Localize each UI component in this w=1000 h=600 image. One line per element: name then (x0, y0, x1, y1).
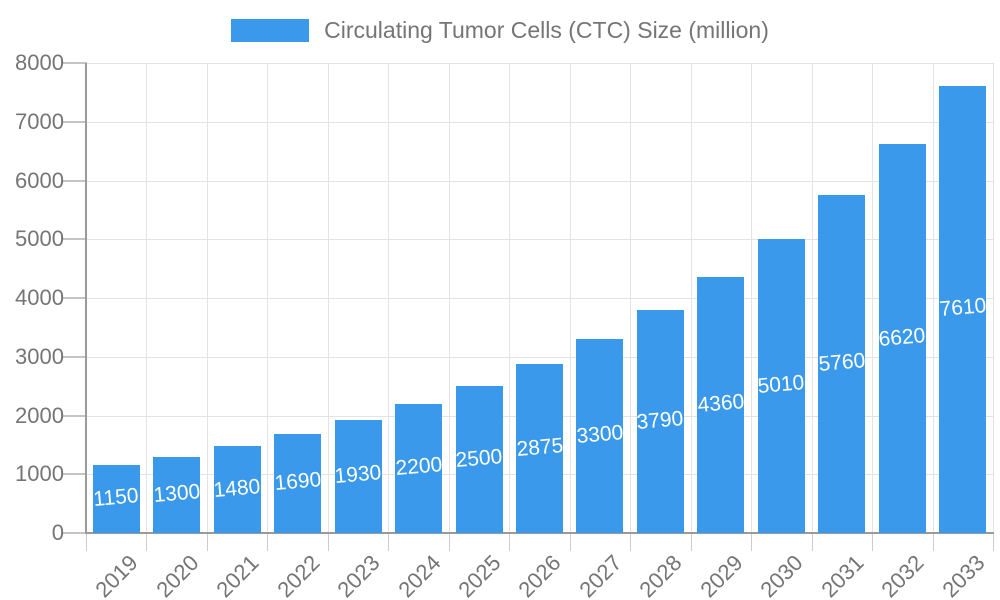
x-axis-label: 2027 (574, 550, 627, 600)
x-axis-label: 2030 (755, 550, 808, 600)
bar-2029[interactable] (697, 277, 744, 533)
x-axis-tick (570, 533, 571, 551)
y-axis-line (85, 63, 87, 533)
bar-2025[interactable] (456, 386, 503, 533)
y-gridline (86, 63, 993, 64)
bar-2024[interactable] (395, 404, 442, 533)
y-axis-label: 3000 (15, 344, 64, 369)
x-gridline (751, 63, 752, 533)
chart-legend[interactable]: Circulating Tumor Cells (CTC) Size (mill… (0, 17, 1000, 44)
y-axis-tick (63, 121, 87, 123)
x-axis-tick (630, 533, 631, 551)
y-axis-label: 7000 (15, 109, 64, 134)
y-gridline (86, 357, 993, 358)
x-gridline (146, 63, 147, 533)
x-axis-label: 2023 (332, 550, 385, 600)
x-gridline (267, 63, 268, 533)
x-axis-tick (267, 533, 268, 551)
x-axis-label: 2026 (513, 550, 566, 600)
x-axis-label: 2021 (211, 550, 264, 600)
x-gridline (630, 63, 631, 533)
x-axis-label: 2020 (151, 550, 204, 600)
bar-2028[interactable] (637, 310, 684, 533)
x-axis-tick (328, 533, 329, 551)
x-axis-tick (751, 533, 752, 551)
x-gridline (449, 63, 450, 533)
x-axis-tick (388, 533, 389, 551)
x-axis-label: 2032 (876, 550, 929, 600)
x-gridline (993, 63, 994, 533)
x-gridline (570, 63, 571, 533)
y-axis-label: 6000 (15, 168, 64, 193)
y-axis-label: 0 (51, 520, 64, 545)
x-gridline (509, 63, 510, 533)
y-axis-tick (63, 532, 87, 534)
x-gridline (872, 63, 873, 533)
legend-swatch (231, 19, 310, 42)
bar-2019[interactable] (93, 465, 140, 533)
y-axis-tick (63, 473, 87, 475)
y-axis-tick (63, 180, 87, 182)
bar-2023[interactable] (335, 420, 382, 533)
x-gridline (207, 63, 208, 533)
x-axis-tick (691, 533, 692, 551)
x-gridline (388, 63, 389, 533)
bar-2033[interactable] (939, 86, 986, 533)
bar-2027[interactable] (576, 339, 623, 533)
x-axis-tick (509, 533, 510, 551)
x-axis-tick (449, 533, 450, 551)
y-gridline (86, 122, 993, 123)
bar-2030[interactable] (758, 239, 805, 533)
x-gridline (328, 63, 329, 533)
x-gridline (812, 63, 813, 533)
bar-2026[interactable] (516, 364, 563, 533)
x-axis-tick (993, 533, 994, 551)
bar-2020[interactable] (153, 457, 200, 533)
x-axis-tick (146, 533, 147, 551)
bar-2031[interactable] (818, 195, 865, 533)
y-axis-tick (63, 62, 87, 64)
y-axis-label: 1000 (15, 461, 64, 486)
x-axis-tick (933, 533, 934, 551)
y-axis-tick (63, 415, 87, 417)
y-axis-label: 2000 (15, 403, 64, 428)
x-axis-label: 2022 (272, 550, 325, 600)
x-axis-label: 2024 (393, 550, 446, 600)
y-gridline (86, 239, 993, 240)
x-axis-tick (207, 533, 208, 551)
x-axis-label: 2025 (453, 550, 506, 600)
bar-2032[interactable] (879, 144, 926, 533)
x-axis-tick (86, 533, 87, 551)
x-axis-label: 2019 (90, 550, 143, 600)
y-axis-label: 5000 (15, 226, 64, 251)
bar-2021[interactable] (214, 446, 261, 533)
y-axis-label: 8000 (15, 50, 64, 75)
x-axis-label: 2033 (937, 550, 990, 600)
legend-label: Circulating Tumor Cells (CTC) Size (mill… (324, 17, 769, 43)
x-axis-line (85, 532, 994, 534)
x-gridline (691, 63, 692, 533)
bar-2022[interactable] (274, 434, 321, 533)
y-gridline (86, 298, 993, 299)
x-gridline (933, 63, 934, 533)
x-axis-tick (812, 533, 813, 551)
y-gridline (86, 181, 993, 182)
y-axis-tick (63, 238, 87, 240)
y-axis-label: 4000 (15, 285, 64, 310)
y-axis-tick (63, 356, 87, 358)
y-axis-tick (63, 297, 87, 299)
x-axis-tick (872, 533, 873, 551)
x-axis-label: 2031 (816, 550, 869, 600)
x-axis-label: 2029 (695, 550, 748, 600)
x-axis-label: 2028 (634, 550, 687, 600)
